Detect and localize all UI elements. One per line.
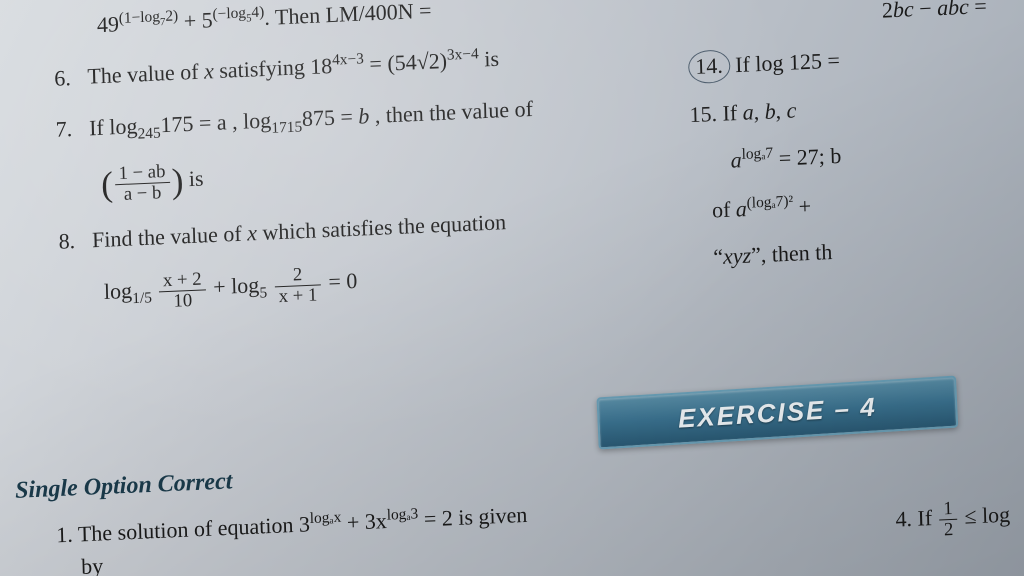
left-column: 49(1−log72) + 5(−log54). Then LM/400N = … (53, 0, 681, 334)
exercise4-q4: 4. If 12 ≤ log (895, 496, 1011, 541)
question-15: 15. If a, b, c (689, 85, 1024, 131)
ex4-q4-number: 4. (895, 506, 912, 532)
exercise-badge: EXERCISE – 4 (596, 376, 958, 450)
q7-number: 7. (55, 111, 84, 145)
question-6: 6. The value of x satisfying 184x−3 = (5… (54, 34, 674, 94)
q15-line3: of a(logₐ7)² + (692, 180, 1024, 227)
q6-number: 6. (54, 60, 83, 94)
q8-frac2: 2x + 1 (274, 265, 322, 307)
question-14: 14. If log 125 = (688, 36, 1024, 84)
single-option-correct-heading: Single Option Correct (15, 468, 233, 504)
q14-number: 14. (688, 49, 730, 84)
q8-number: 8. (58, 224, 87, 258)
exercise4-q1: 1. The solution of equation 3logₐx + 3xl… (56, 490, 697, 576)
q15-line4: “xyz”, then th (693, 228, 1024, 274)
q15-number: 15. (689, 101, 717, 127)
ex4-q1-number: 1. (56, 522, 73, 548)
q15-line2: alogₐ7 = 27; b (690, 132, 1024, 179)
q8-frac1: x + 210 (159, 270, 207, 312)
right-column: 2bc − abc = 14. If log 125 = 15. If a, b… (686, 0, 1024, 289)
q7-fraction: 1 − aba − b (114, 162, 170, 205)
question-8-line2: log1/5 x + 210 + log5 2x + 1 = 0 (60, 249, 681, 316)
top-fragment: 49(1−log72) + 5(−log54). Then LM/400N = (53, 0, 673, 43)
question-7-line2: (1 − aba − b) is (57, 140, 678, 207)
page-scan: 49(1−log72) + 5(−log54). Then LM/400N = … (0, 0, 1024, 576)
eq-fragment: 2bc − abc = (687, 0, 1024, 35)
question-7: 7. If log245175 = a , log1715875 = b , t… (55, 85, 675, 149)
question-8: 8. Find the value of x which satisfies t… (58, 198, 678, 258)
